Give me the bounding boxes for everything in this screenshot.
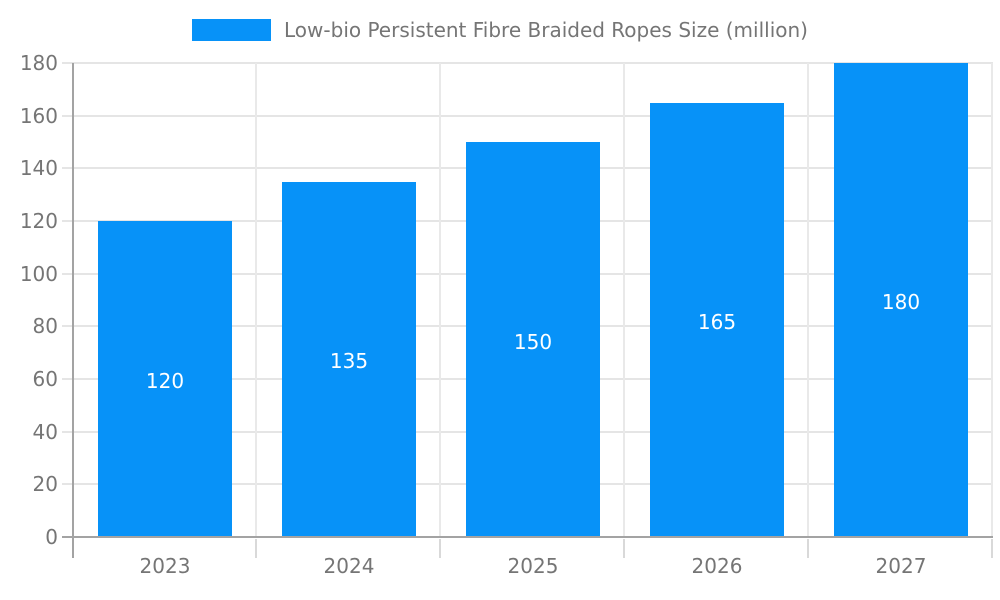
y-gridline bbox=[62, 114, 993, 117]
x-gridline bbox=[439, 63, 441, 537]
y-axis-tick-label: 20 bbox=[32, 472, 58, 497]
y-axis-tick-label: 60 bbox=[32, 367, 58, 391]
y-axis-line bbox=[72, 63, 74, 558]
y-axis-tick-label: 0 bbox=[45, 525, 58, 549]
y-axis-tick-label: 160 bbox=[19, 103, 58, 128]
x-gridline bbox=[255, 63, 257, 537]
x-axis-tick-label: 2023 bbox=[139, 554, 191, 578]
x-axis-tick-label: 2025 bbox=[507, 554, 559, 578]
bar-2024 bbox=[282, 181, 416, 537]
x-axis-tick bbox=[439, 539, 441, 558]
x-axis-line bbox=[62, 536, 993, 538]
y-axis-tick-label: 40 bbox=[32, 419, 58, 444]
legend-swatch-icon bbox=[192, 19, 272, 41]
bar-value-label: 135 bbox=[329, 349, 369, 374]
legend-item[interactable]: Low-bio Persistent Fibre Braided Ropes S… bbox=[192, 18, 808, 42]
y-axis-tick-label: 120 bbox=[19, 209, 58, 233]
bar-value-label: 120 bbox=[145, 369, 185, 393]
x-gridline bbox=[807, 63, 809, 537]
bar-2026 bbox=[650, 102, 784, 537]
x-axis-tick bbox=[623, 539, 625, 558]
x-gridline bbox=[623, 63, 625, 537]
bar-value-label: 150 bbox=[513, 329, 553, 354]
x-axis-tick bbox=[807, 539, 809, 558]
y-axis-tick-label: 140 bbox=[19, 156, 58, 181]
x-axis-tick bbox=[255, 539, 257, 558]
legend: Low-bio Persistent Fibre Braided Ropes S… bbox=[0, 16, 1000, 44]
y-axis-tick-label: 100 bbox=[19, 261, 58, 286]
bar-value-label: 165 bbox=[697, 309, 737, 334]
bar-2027 bbox=[834, 63, 968, 537]
x-axis-tick bbox=[991, 539, 993, 558]
y-gridline bbox=[62, 62, 993, 64]
bar-value-label: 180 bbox=[881, 290, 921, 314]
bar-2023 bbox=[98, 221, 232, 537]
y-axis-tick-label: 180 bbox=[19, 51, 58, 75]
bar-2025 bbox=[466, 142, 600, 537]
x-gridline bbox=[991, 63, 993, 537]
x-axis-tick-label: 2026 bbox=[691, 554, 743, 578]
x-axis-tick-label: 2027 bbox=[875, 554, 927, 578]
legend-series-label: Low-bio Persistent Fibre Braided Ropes S… bbox=[284, 18, 808, 42]
y-axis-tick-label: 80 bbox=[32, 314, 58, 339]
x-axis-tick-label: 2024 bbox=[323, 554, 375, 578]
